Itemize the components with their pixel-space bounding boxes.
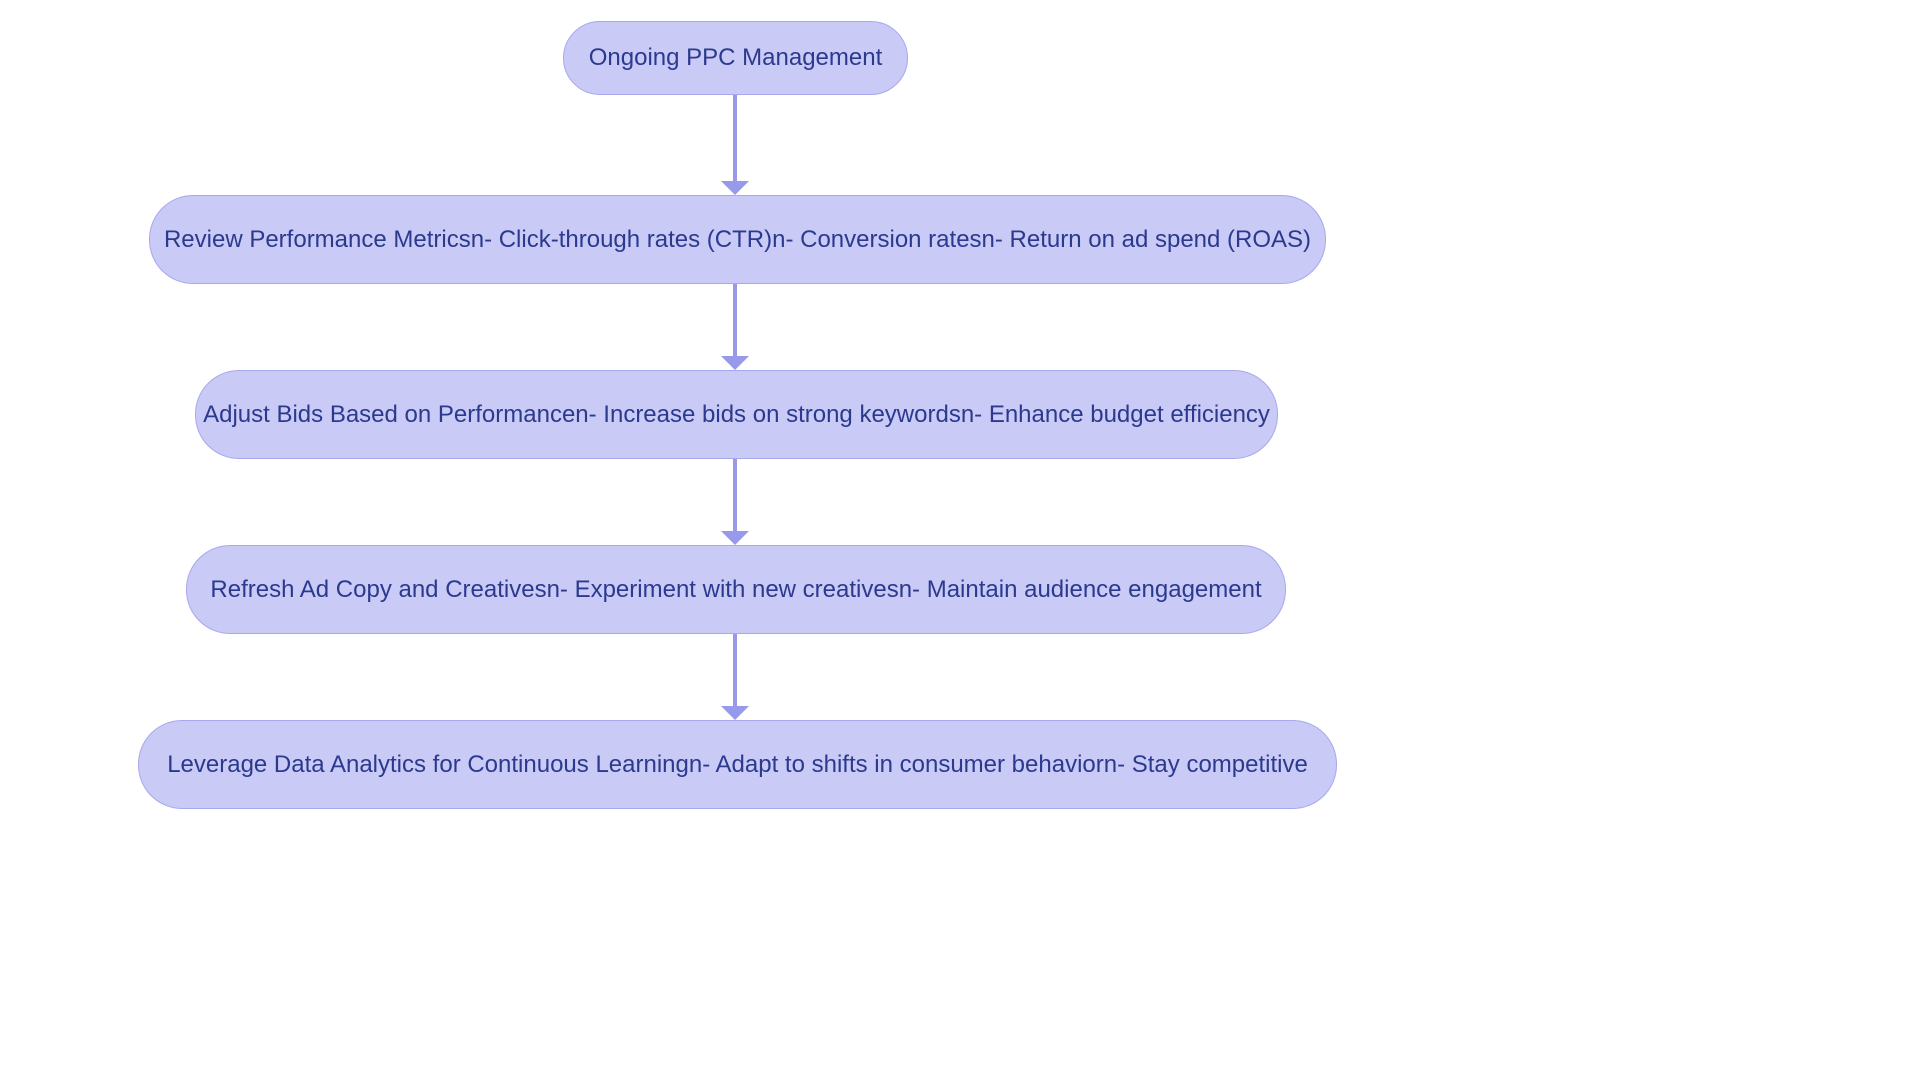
flowchart-node-4: Leverage Data Analytics for Continuous L… — [138, 720, 1337, 809]
flowchart-node-label: Adjust Bids Based on Performancen- Incre… — [203, 401, 1270, 429]
flowchart-node-label: Ongoing PPC Management — [589, 44, 883, 72]
flowchart-arrowhead-2 — [721, 531, 749, 545]
flowchart-node-1: Review Performance Metricsn- Click-throu… — [149, 195, 1326, 284]
flowchart-node-label: Refresh Ad Copy and Creativesn- Experime… — [210, 576, 1261, 604]
flowchart-node-3: Refresh Ad Copy and Creativesn- Experime… — [186, 545, 1286, 634]
flowchart-arrow-1 — [733, 284, 737, 356]
flowchart-arrow-2 — [733, 459, 737, 531]
flowchart-node-2: Adjust Bids Based on Performancen- Incre… — [195, 370, 1278, 459]
flowchart-canvas: Ongoing PPC Management Review Performance… — [0, 0, 1920, 1083]
flowchart-arrowhead-3 — [721, 706, 749, 720]
flowchart-node-label: Review Performance Metricsn- Click-throu… — [164, 226, 1311, 254]
flowchart-arrowhead-1 — [721, 356, 749, 370]
flowchart-arrowhead-0 — [721, 181, 749, 195]
flowchart-arrow-0 — [733, 95, 737, 181]
flowchart-arrow-3 — [733, 634, 737, 706]
flowchart-node-label: Leverage Data Analytics for Continuous L… — [167, 751, 1308, 779]
flowchart-node-0: Ongoing PPC Management — [563, 21, 908, 95]
